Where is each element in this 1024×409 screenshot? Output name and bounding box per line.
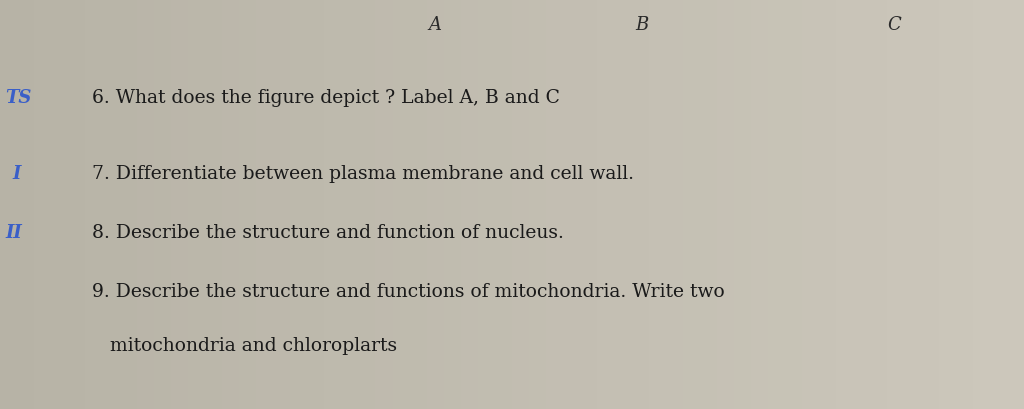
Bar: [34, 0, 51, 409]
Bar: [955, 0, 973, 409]
Bar: [853, 0, 870, 409]
Bar: [69, 0, 85, 409]
Bar: [136, 0, 154, 409]
Bar: [376, 0, 392, 409]
Bar: [648, 0, 666, 409]
Bar: [171, 0, 187, 409]
Bar: [563, 0, 581, 409]
Bar: [751, 0, 768, 409]
Bar: [443, 0, 461, 409]
Bar: [239, 0, 256, 409]
Bar: [392, 0, 410, 409]
Bar: [870, 0, 888, 409]
Bar: [922, 0, 939, 409]
Bar: [614, 0, 632, 409]
Bar: [205, 0, 222, 409]
Bar: [529, 0, 546, 409]
Bar: [17, 0, 34, 409]
Bar: [785, 0, 802, 409]
Bar: [904, 0, 922, 409]
Bar: [478, 0, 495, 409]
Text: C: C: [887, 16, 901, 34]
Text: mitochondria and chloroplarts: mitochondria and chloroplarts: [92, 337, 397, 355]
Bar: [768, 0, 785, 409]
Bar: [495, 0, 512, 409]
Bar: [939, 0, 955, 409]
Bar: [837, 0, 853, 409]
Bar: [1007, 0, 1024, 409]
Bar: [154, 0, 171, 409]
Bar: [102, 0, 120, 409]
Bar: [581, 0, 597, 409]
Bar: [51, 0, 69, 409]
Text: 8. Describe the structure and function of nucleus.: 8. Describe the structure and function o…: [92, 224, 564, 242]
Bar: [734, 0, 751, 409]
Bar: [819, 0, 837, 409]
Text: 9. Describe the structure and functions of mitochondria. Write two: 9. Describe the structure and functions …: [92, 283, 725, 301]
Bar: [358, 0, 376, 409]
Bar: [512, 0, 529, 409]
Bar: [461, 0, 478, 409]
Bar: [632, 0, 648, 409]
Text: A: A: [429, 16, 441, 34]
Bar: [187, 0, 205, 409]
Bar: [427, 0, 443, 409]
Text: 6. What does the figure depict ? Label A, B and C: 6. What does the figure depict ? Label A…: [92, 89, 560, 107]
Bar: [666, 0, 683, 409]
Bar: [85, 0, 102, 409]
Bar: [888, 0, 904, 409]
Bar: [973, 0, 990, 409]
Text: B: B: [636, 16, 648, 34]
Text: 7. Differentiate between plasma membrane and cell wall.: 7. Differentiate between plasma membrane…: [92, 165, 634, 183]
Bar: [120, 0, 136, 409]
Bar: [0, 0, 17, 409]
Text: II: II: [5, 224, 22, 242]
Bar: [699, 0, 717, 409]
Bar: [546, 0, 563, 409]
Bar: [307, 0, 325, 409]
Text: I: I: [12, 165, 20, 183]
Bar: [273, 0, 290, 409]
Bar: [341, 0, 358, 409]
Bar: [222, 0, 239, 409]
Bar: [256, 0, 273, 409]
Bar: [290, 0, 307, 409]
Bar: [802, 0, 819, 409]
Text: TS: TS: [5, 89, 32, 107]
Bar: [990, 0, 1007, 409]
Bar: [325, 0, 341, 409]
Bar: [683, 0, 699, 409]
Bar: [717, 0, 734, 409]
Bar: [597, 0, 614, 409]
Bar: [410, 0, 427, 409]
